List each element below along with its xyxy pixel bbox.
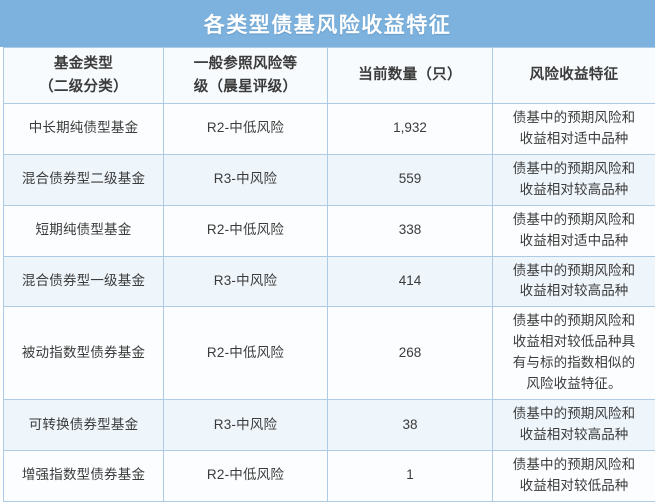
cell-current-count: 414: [328, 256, 493, 307]
cell-current-count: 559: [328, 154, 493, 205]
feature-line: 收益相对适中品种: [499, 231, 649, 252]
cell-risk-level: R2-中低风险: [164, 307, 328, 400]
cell-risk-level: R2-中低风险: [164, 450, 328, 501]
feature-line: 收益相对较低品种具: [499, 332, 649, 353]
feature-line: 债基中的预期风险和: [499, 455, 649, 476]
cell-risk-level: R3-中风险: [164, 256, 328, 307]
table-header-row: 基金类型 （二级分类） 一般参照风险等 级（晨星评级） 当前数量（只） 风险收益…: [4, 48, 655, 104]
feature-line: 债基中的预期风险和: [499, 404, 649, 425]
feature-line: 收益相对适中品种: [499, 129, 649, 150]
fund-risk-table: 基金类型 （二级分类） 一般参照风险等 级（晨星评级） 当前数量（只） 风险收益…: [3, 47, 655, 502]
feature-line: 收益相对较低品种: [499, 476, 649, 497]
feature-line: 债基中的预期风险和: [499, 210, 649, 231]
cell-risk-level: R3-中风险: [164, 154, 328, 205]
cell-risk-level: R2-中低风险: [164, 104, 328, 155]
cell-fund-type: 混合债券型二级基金: [4, 154, 164, 205]
feature-line: 风险收益特征。: [499, 374, 649, 395]
cell-fund-type: 中长期纯债型基金: [4, 104, 164, 155]
cell-risk-level: R3-中风险: [164, 400, 328, 451]
feature-line: 债基中的预期风险和: [499, 108, 649, 129]
cell-fund-type: 混合债券型一级基金: [4, 256, 164, 307]
cell-current-count: 1: [328, 450, 493, 501]
cell-risk-return-feature: 债基中的预期风险和收益相对较高品种: [493, 154, 655, 205]
column-header-current-count: 当前数量（只）: [328, 48, 493, 104]
feature-line: 有与标的指数相似的: [499, 353, 649, 374]
cell-fund-type: 被动指数型债券基金: [4, 307, 164, 400]
cell-risk-level: R2-中低风险: [164, 205, 328, 256]
column-header-risk-level: 一般参照风险等 级（晨星评级）: [164, 48, 328, 104]
cell-risk-return-feature: 债基中的预期风险和收益相对适中品种: [493, 104, 655, 155]
cell-risk-return-feature: 债基中的预期风险和收益相对较高品种: [493, 256, 655, 307]
feature-line: 收益相对较高品种: [499, 180, 649, 201]
cell-risk-return-feature: 债基中的预期风险和收益相对适中品种: [493, 205, 655, 256]
cell-current-count: 338: [328, 205, 493, 256]
page-title: 各类型债基风险收益特征: [204, 9, 452, 39]
cell-fund-type: 短期纯债型基金: [4, 205, 164, 256]
table-header: 基金类型 （二级分类） 一般参照风险等 级（晨星评级） 当前数量（只） 风险收益…: [4, 48, 655, 104]
cell-fund-type: 增强指数型债券基金: [4, 450, 164, 501]
column-header-current-count-line1: 当前数量（只）: [334, 64, 486, 86]
feature-line: 收益相对较高品种: [499, 425, 649, 446]
column-header-fund-type-line2: （二级分类）: [10, 76, 157, 98]
feature-line: 债基中的预期风险和: [499, 261, 649, 282]
cell-risk-return-feature: 债基中的预期风险和收益相对较高品种: [493, 400, 655, 451]
cell-risk-return-feature: 债基中的预期风险和收益相对较低品种具有与标的指数相似的风险收益特征。: [493, 307, 655, 400]
cell-fund-type: 可转换债券型基金: [4, 400, 164, 451]
feature-line: 收益相对较高品种: [499, 281, 649, 302]
column-header-fund-type-line1: 基金类型: [10, 53, 157, 75]
column-header-risk-return-feature-line1: 风险收益特征: [499, 64, 649, 86]
cell-current-count: 38: [328, 400, 493, 451]
cell-risk-return-feature: 债基中的预期风险和收益相对较低品种: [493, 450, 655, 501]
column-header-risk-level-line1: 一般参照风险等: [170, 53, 321, 75]
table-container: 基金类型 （二级分类） 一般参照风险等 级（晨星评级） 当前数量（只） 风险收益…: [0, 47, 655, 502]
column-header-risk-level-line2: 级（晨星评级）: [170, 76, 321, 98]
cell-current-count: 1,932: [328, 104, 493, 155]
title-banner: 各类型债基风险收益特征: [0, 0, 655, 47]
column-header-risk-return-feature: 风险收益特征: [493, 48, 655, 104]
column-header-fund-type: 基金类型 （二级分类）: [4, 48, 164, 104]
feature-line: 债基中的预期风险和: [499, 311, 649, 332]
feature-line: 债基中的预期风险和: [499, 159, 649, 180]
cell-current-count: 268: [328, 307, 493, 400]
